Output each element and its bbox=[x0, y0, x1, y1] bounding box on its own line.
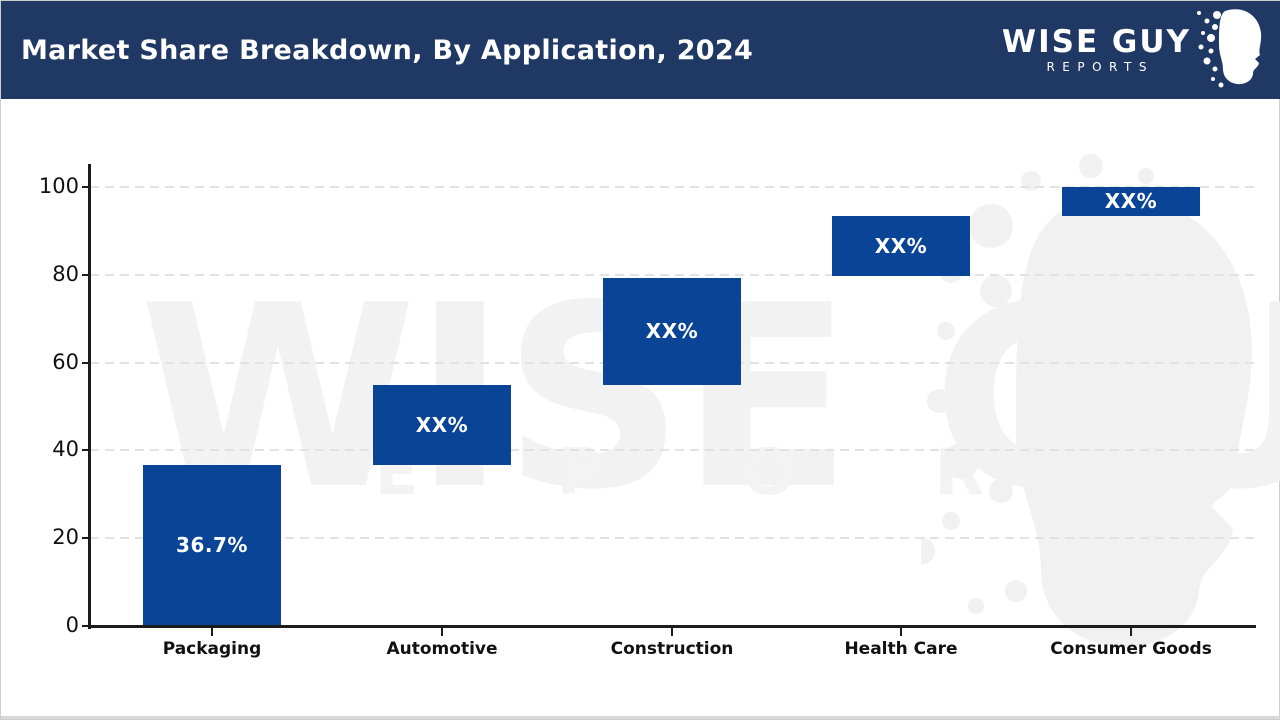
brand-logo-text: WISE GUY REPORTS bbox=[1002, 26, 1191, 74]
brand-logo: WISE GUY REPORTS bbox=[1002, 5, 1280, 95]
y-axis-line bbox=[88, 164, 91, 629]
bar-segment-health-care: XX% bbox=[832, 215, 970, 276]
header-bar: Market Share Breakdown, By Application, … bbox=[1, 1, 1280, 99]
y-tick-label-40-text: 40 bbox=[52, 437, 79, 462]
bar-segment-construction: XX% bbox=[603, 277, 741, 385]
y-tick-label-20-text: 20 bbox=[52, 525, 79, 550]
x-axis-label-4-text: Consumer Goods bbox=[1050, 639, 1212, 659]
bar-segment-consumer-goods: XX% bbox=[1062, 186, 1200, 216]
head-profile-icon bbox=[1195, 5, 1267, 95]
y-tick-label-100: 100 bbox=[17, 174, 79, 198]
footer-strip bbox=[1, 716, 1280, 719]
y-tick-label-80: 80 bbox=[17, 262, 79, 286]
x-axis-label-0-text: Packaging bbox=[162, 639, 262, 659]
y-tick-label-0: 0 bbox=[17, 613, 79, 637]
x-axis-label-1-text: Automotive bbox=[386, 639, 498, 659]
bar-value-label: XX% bbox=[874, 233, 928, 258]
x-tick-1 bbox=[441, 628, 443, 636]
x-axis-label-2-text: Construction bbox=[610, 639, 734, 659]
y-tick-label-100-text: 100 bbox=[38, 174, 79, 198]
x-axis-label-0: Packaging bbox=[97, 639, 327, 659]
bar-value-label: XX% bbox=[415, 412, 469, 437]
x-tick-4 bbox=[1130, 628, 1132, 636]
x-tick-3 bbox=[900, 628, 902, 636]
x-axis-label-3: Health Care bbox=[786, 639, 1016, 659]
y-tick-80 bbox=[82, 273, 90, 276]
page-title: Market Share Breakdown, By Application, … bbox=[21, 34, 754, 66]
bar-value-label: XX% bbox=[645, 319, 699, 344]
y-tick-60 bbox=[82, 361, 90, 364]
x-axis-label-4: Consumer Goods bbox=[1016, 639, 1246, 659]
y-tick-label-20: 20 bbox=[17, 525, 79, 549]
x-tick-2 bbox=[671, 628, 673, 636]
x-axis-label-2: Construction bbox=[557, 639, 787, 659]
watermark-face-icon bbox=[907, 151, 1261, 655]
x-axis-line bbox=[88, 625, 1256, 628]
bar-value-label: 36.7% bbox=[176, 533, 248, 558]
bar-segment-packaging: 36.7% bbox=[143, 464, 281, 626]
bar-segment-automotive: XX% bbox=[373, 384, 511, 465]
gridline-20 bbox=[90, 537, 1256, 540]
y-tick-label-60-text: 60 bbox=[52, 349, 79, 374]
y-tick-label-60: 60 bbox=[17, 350, 79, 374]
brand-name: WISE GUY bbox=[1001, 24, 1191, 61]
gridline-40 bbox=[90, 449, 1256, 452]
x-axis-label-1: Automotive bbox=[327, 639, 557, 659]
gridline-100 bbox=[90, 186, 1256, 188]
y-tick-20 bbox=[82, 537, 90, 540]
y-tick-100 bbox=[82, 186, 90, 188]
y-tick-40 bbox=[82, 449, 90, 452]
y-tick-0 bbox=[82, 625, 90, 627]
brand-subname: REPORTS bbox=[1046, 59, 1154, 74]
y-tick-label-0-text: 0 bbox=[65, 613, 79, 637]
y-tick-label-80-text: 80 bbox=[52, 261, 79, 286]
x-tick-0 bbox=[211, 628, 213, 636]
x-axis-label-3-text: Health Care bbox=[844, 639, 958, 659]
y-tick-label-40: 40 bbox=[17, 437, 79, 461]
bar-value-label: XX% bbox=[1104, 189, 1158, 214]
gridline-80 bbox=[90, 273, 1256, 276]
